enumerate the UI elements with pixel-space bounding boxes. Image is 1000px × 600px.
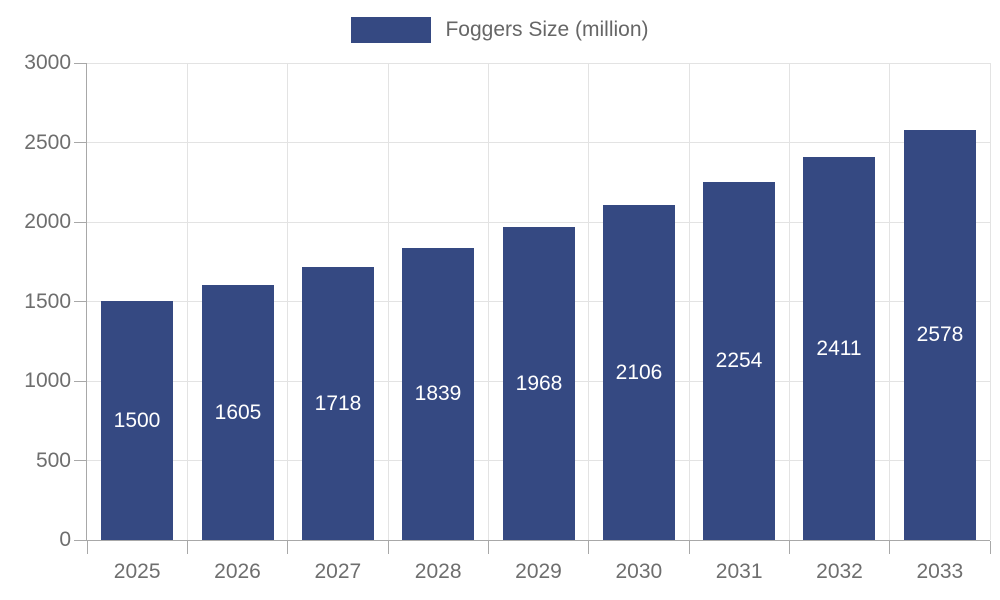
x-axis-tick bbox=[989, 541, 991, 554]
x-axis-tick bbox=[788, 541, 790, 554]
x-tick-label: 2025 bbox=[113, 560, 161, 583]
x-axis-tick bbox=[889, 541, 891, 554]
bar-value-label: 2411 bbox=[816, 336, 862, 360]
y-axis-tick bbox=[74, 62, 86, 64]
y-axis-tick bbox=[74, 460, 86, 461]
legend-item[interactable]: Foggers Size (million) bbox=[351, 17, 649, 43]
y-tick-label: 2000 bbox=[24, 210, 71, 233]
x-axis-tick bbox=[186, 541, 188, 554]
x-axis-tick bbox=[287, 541, 289, 554]
bar: 2578 bbox=[904, 130, 976, 540]
y-tick-label: 2500 bbox=[24, 130, 71, 154]
y-tick-label: 0 bbox=[59, 528, 71, 551]
x-gridline bbox=[588, 63, 590, 540]
x-tick-label: 2030 bbox=[615, 560, 663, 583]
bar-value-label: 1968 bbox=[515, 371, 563, 395]
x-gridline bbox=[387, 63, 389, 540]
x-tick-label: 2032 bbox=[816, 560, 863, 583]
bar-value-label: 2254 bbox=[715, 349, 763, 372]
legend-swatch-icon bbox=[351, 17, 432, 43]
x-tick-label: 2026 bbox=[214, 560, 261, 583]
y-tick-label: 1000 bbox=[24, 369, 71, 392]
y-gridline bbox=[87, 221, 990, 223]
bar: 2411 bbox=[803, 157, 875, 540]
bar: 1605 bbox=[202, 285, 274, 540]
y-axis-tick bbox=[74, 221, 86, 223]
bar: 1500 bbox=[101, 301, 173, 540]
bar: 1718 bbox=[302, 267, 374, 540]
plot-area: 0 500 1000 1500 2000 2500 3000 1500 2025 1605 2026… bbox=[24, 51, 991, 583]
x-gridline bbox=[989, 63, 991, 540]
x-axis-tick bbox=[688, 541, 690, 554]
bar-value-label: 1500 bbox=[113, 408, 161, 432]
bar-value-label: 2578 bbox=[916, 323, 964, 346]
x-axis-tick bbox=[387, 541, 389, 554]
y-tick-label: 1500 bbox=[24, 289, 71, 313]
bar: 1968 bbox=[503, 227, 575, 540]
x-tick-label: 2027 bbox=[314, 560, 362, 583]
x-axis-tick bbox=[487, 541, 489, 554]
bar-value-label: 1839 bbox=[414, 382, 462, 405]
bar: 1839 bbox=[402, 248, 474, 540]
bar: 2106 bbox=[603, 205, 675, 540]
x-gridline bbox=[487, 63, 489, 540]
x-gridline bbox=[287, 63, 289, 540]
x-axis-line bbox=[86, 540, 990, 541]
x-tick-label: 2028 bbox=[414, 560, 462, 583]
y-gridline bbox=[87, 142, 990, 143]
bar-value-label: 2106 bbox=[615, 360, 663, 384]
x-axis-tick bbox=[86, 541, 88, 554]
bar: 2254 bbox=[703, 182, 775, 540]
y-tick-label: 500 bbox=[35, 448, 71, 472]
y-axis-tick bbox=[74, 142, 86, 143]
x-gridline bbox=[788, 63, 790, 540]
x-axis-tick bbox=[588, 541, 590, 554]
y-axis-tick bbox=[74, 539, 86, 541]
bar-value-label: 1605 bbox=[214, 400, 262, 424]
y-tick-label: 3000 bbox=[24, 51, 71, 74]
legend: Foggers Size (million) bbox=[0, 17, 1000, 43]
y-gridline bbox=[87, 62, 990, 64]
y-axis-tick bbox=[74, 301, 86, 302]
x-tick-label: 2033 bbox=[916, 560, 964, 583]
y-axis-line bbox=[86, 63, 87, 540]
x-tick-label: 2031 bbox=[715, 560, 763, 583]
x-gridline bbox=[688, 63, 690, 540]
legend-label: Foggers Size (million) bbox=[445, 18, 649, 41]
y-axis-tick bbox=[74, 380, 86, 382]
bar-value-label: 1718 bbox=[314, 391, 362, 415]
x-gridline bbox=[889, 63, 891, 540]
x-tick-label: 2029 bbox=[515, 560, 562, 583]
x-gridline bbox=[186, 63, 188, 540]
